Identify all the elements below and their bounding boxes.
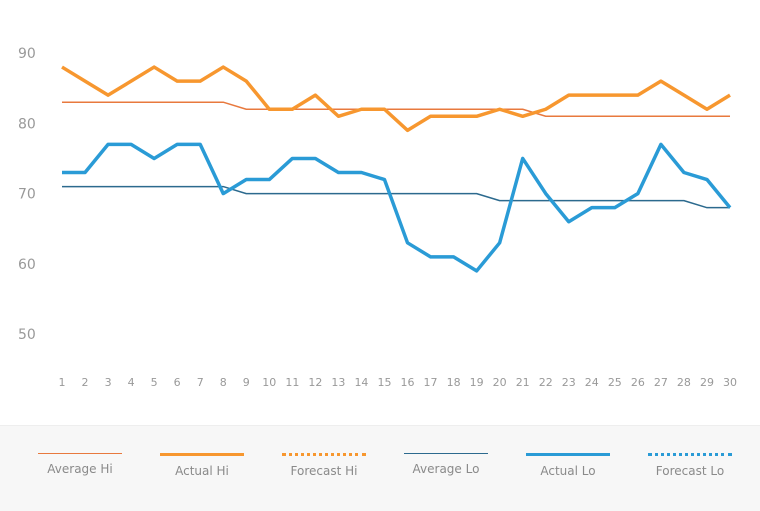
series-line-actual-lo <box>62 142 732 273</box>
y-tick-label: 60 <box>18 257 36 273</box>
legend-swatch <box>38 453 122 454</box>
x-tick-label: 3 <box>105 376 112 389</box>
legend-label: Average Lo <box>412 462 480 476</box>
y-tick-label: 50 <box>18 327 36 343</box>
y-tick-label: 70 <box>18 187 36 203</box>
legend-label: Actual Lo <box>540 464 596 478</box>
legend-swatch <box>526 453 610 456</box>
x-tick-label: 8 <box>220 376 227 389</box>
x-tick-label: 15 <box>377 376 391 389</box>
x-tick-label: 4 <box>128 376 135 389</box>
legend-swatch <box>160 453 244 456</box>
x-tick-label: 16 <box>401 376 415 389</box>
x-tick-label: 20 <box>493 376 507 389</box>
legend-item[interactable]: Actual Lo <box>508 453 628 478</box>
x-tick-label: 22 <box>539 376 553 389</box>
x-tick-label: 2 <box>82 376 89 389</box>
legend-swatch <box>648 453 732 456</box>
x-tick-label: 17 <box>424 376 438 389</box>
x-tick-label: 25 <box>608 376 622 389</box>
legend-item[interactable]: Forecast Lo <box>630 453 750 478</box>
x-tick-label: 1 <box>59 376 66 389</box>
legend-label: Average Hi <box>47 462 113 476</box>
legend-label: Forecast Hi <box>290 464 358 478</box>
series-line-average-hi <box>62 101 730 118</box>
legend-swatch <box>404 453 488 454</box>
x-tick-label: 19 <box>470 376 484 389</box>
legend-item[interactable]: Actual Hi <box>142 453 262 478</box>
legend-label: Forecast Lo <box>655 464 725 478</box>
legend-item[interactable]: Average Hi <box>20 453 140 476</box>
legend-swatch <box>282 453 366 456</box>
x-tick-label: 30 <box>723 376 737 389</box>
y-tick-label: 80 <box>18 116 36 132</box>
legend: Average Hi Actual Hi Forecast Hi Average Lo… <box>0 425 760 511</box>
x-tick-label: 28 <box>677 376 691 389</box>
x-tick-label: 18 <box>447 376 461 389</box>
x-tick-label: 7 <box>197 376 204 389</box>
x-tick-label: 6 <box>174 376 181 389</box>
x-tick-label: 13 <box>331 376 345 389</box>
x-tick-label: 21 <box>516 376 530 389</box>
x-tick-label: 14 <box>354 376 368 389</box>
x-tick-label: 27 <box>654 376 668 389</box>
x-tick-label: 29 <box>700 376 714 389</box>
x-tick-label: 10 <box>262 376 276 389</box>
series-line-actual-hi <box>61 65 731 133</box>
x-tick-label: 23 <box>562 376 576 389</box>
x-tick-label: 9 <box>243 376 250 389</box>
x-tick-label: 26 <box>631 376 645 389</box>
legend-item[interactable]: Average Lo <box>386 453 506 476</box>
legend-item[interactable]: Forecast Hi <box>264 453 384 478</box>
x-tick-label: 12 <box>308 376 322 389</box>
series-line-average-lo <box>62 185 730 209</box>
x-tick-label: 24 <box>585 376 599 389</box>
y-tick-label: 90 <box>18 46 36 62</box>
legend-label: Actual Hi <box>175 464 229 478</box>
x-tick-label: 5 <box>151 376 158 389</box>
x-tick-label: 11 <box>285 376 299 389</box>
